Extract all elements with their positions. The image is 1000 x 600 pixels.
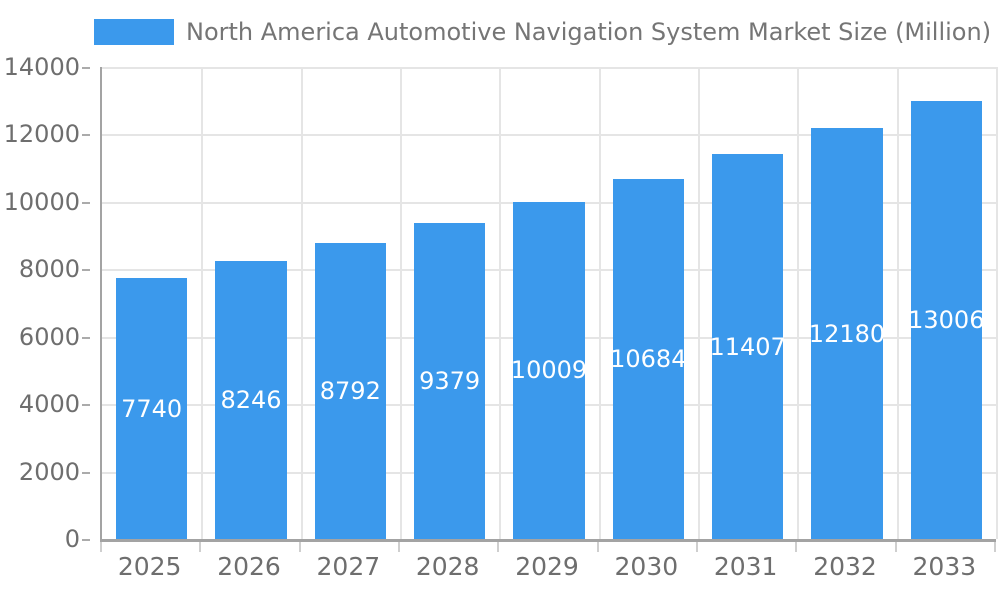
bar-slot: 7740 [102,67,201,539]
x-axis-tick [795,542,798,552]
y-axis-tick [82,539,90,541]
legend-swatch-icon [94,19,174,45]
gridline-vertical [896,67,899,539]
bar-value-label: 9379 [419,366,481,395]
y-axis-tick-label: 6000 [18,322,80,351]
x-axis-ticks [100,542,996,552]
x-axis-tick-label: 2032 [813,552,877,581]
plot-area: 7740 8246 8792 9379 10009 10684 11407 12180 1300… [100,67,998,542]
bar-value-label: 11407 [709,332,786,361]
bar-value-label: 10009 [510,356,588,385]
bar-2030[interactable]: 10684 [610,178,687,539]
bar-2032[interactable]: 12180 [808,128,886,539]
x-axis-tick [497,542,500,552]
y-axis-tick-label: 2000 [18,457,80,486]
y-axis-tick [82,201,90,204]
bar-slot: 8792 [301,67,400,539]
bar-2031[interactable]: 11407 [709,154,786,539]
y-axis-tick [82,134,90,137]
bar-slot: 10009 [499,67,598,539]
x-axis: 2025 2026 2027 2028 2029 2030 2031 2032 2033 [100,552,994,586]
gridline-vertical [797,67,800,539]
x-axis-tick-label: 2031 [713,552,778,581]
x-axis-tick [100,542,102,552]
x-axis-tick-label: 2026 [217,552,281,581]
bar-2027[interactable]: 8792 [314,242,387,539]
y-axis-tick-label: 0 [64,525,80,553]
x-axis-tick-label: 2033 [912,552,977,581]
bar-slot: 8246 [201,67,300,539]
y-axis-tick [82,67,90,69]
y-axis-tick [82,404,90,407]
gridline-vertical [400,67,402,539]
x-axis-tick [894,542,897,552]
gridline-vertical [300,67,303,539]
x-axis-tick [298,542,301,552]
bar-value-label: 7740 [121,394,183,423]
gridline-horizontal [102,134,996,137]
gridline-vertical [499,67,502,539]
x-axis-tick-label: 2028 [415,552,480,581]
x-axis-tick [596,542,599,552]
x-axis-tick-label: 2029 [515,552,579,581]
x-axis-tick-label: 2030 [614,552,679,581]
legend-item[interactable]: North America Automotive Navigation Syst… [94,18,991,46]
y-axis-tick-label: 4000 [18,390,80,419]
bar-slot: 11407 [698,67,797,539]
gridline-vertical [996,67,998,539]
x-axis-tick [199,542,202,552]
gridline-horizontal [102,67,996,69]
bar-value-label: 8792 [319,376,381,405]
bar-value-label: 13006 [908,305,985,334]
y-axis-tick-label: 14000 [3,53,80,81]
x-axis-tick-label: 2027 [316,552,381,581]
legend-label: North America Automotive Navigation Syst… [186,18,992,46]
y-axis-tick-label: 12000 [3,120,80,149]
bar-2025[interactable]: 7740 [115,278,188,539]
bar-2026[interactable]: 8246 [215,261,287,539]
x-axis-tick [994,542,996,552]
gridline-vertical [598,67,601,539]
x-axis-tick [398,542,400,552]
bar-2029[interactable]: 10009 [510,201,588,539]
y-axis-tick-label: 10000 [3,187,80,216]
x-axis-tick [696,542,698,552]
gridline-vertical [698,67,700,539]
y-axis-tick-label: 8000 [18,255,80,284]
y-axis-tick [82,336,90,339]
y-axis: 0 2000 4000 6000 8000 10000 12000 14000 [0,55,90,551]
bar-slot: 12180 [797,67,896,539]
bar-2033[interactable]: 13006 [908,100,985,539]
bar-2028[interactable]: 9379 [413,222,486,539]
x-axis-tick-label: 2025 [117,552,182,581]
bar-slot: 9379 [400,67,499,539]
bar-value-label: 8246 [220,386,282,414]
bar-slot: 10684 [599,67,698,539]
y-axis-tick [82,269,90,272]
bar-slot: 13006 [897,67,996,539]
bar-value-label: 10684 [610,344,687,373]
bar-value-label: 12180 [808,319,886,348]
y-axis-tick [82,471,90,474]
gridline-vertical [201,67,204,539]
